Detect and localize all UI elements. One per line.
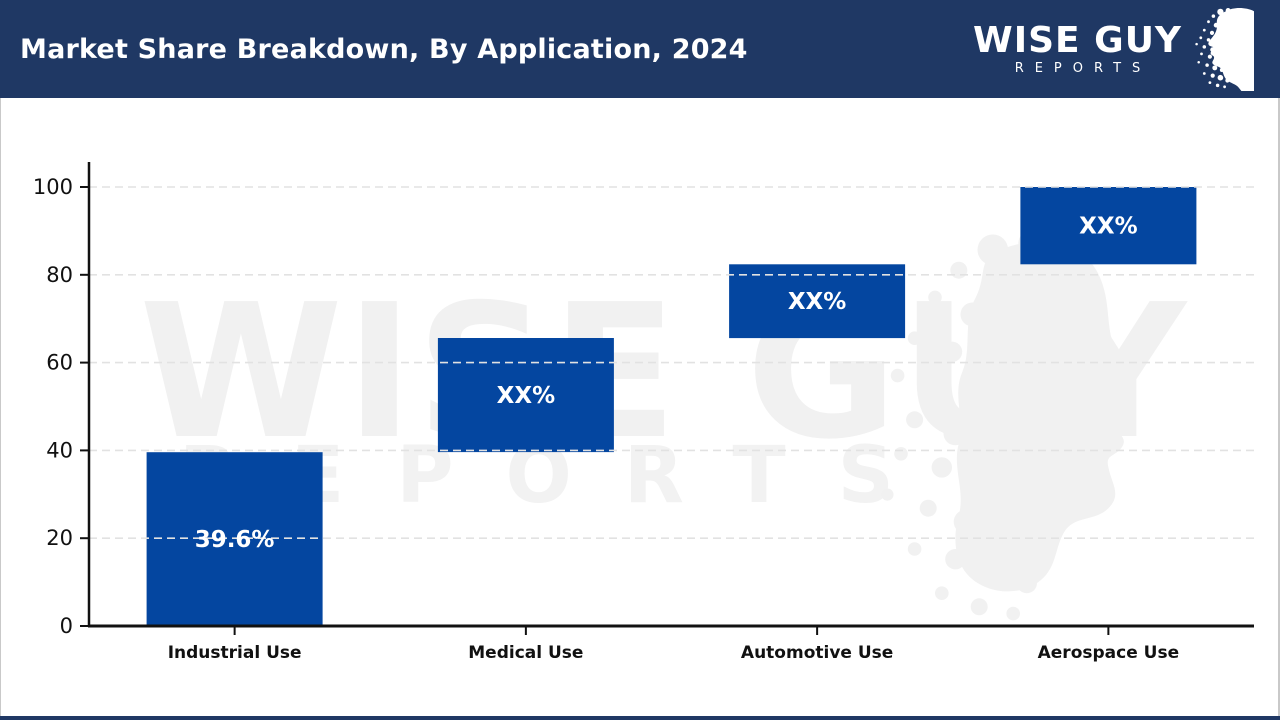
footer-accent-bar bbox=[0, 716, 1280, 720]
x-tick-label: Automotive Use bbox=[741, 643, 893, 663]
y-tick-label: 80 bbox=[46, 263, 73, 287]
bar-value-label: XX% bbox=[1079, 214, 1138, 240]
x-tick-label: Medical Use bbox=[468, 643, 583, 663]
y-tick-label: 60 bbox=[46, 351, 73, 375]
bar-aerospace-use bbox=[1020, 187, 1197, 265]
bar-automotive-use bbox=[729, 264, 906, 339]
bar-value-label: XX% bbox=[788, 289, 847, 315]
waterfall-chart: WISE GUY REPORTS 39.6% XX% XX% XX% 0 20 40 60 8… bbox=[33, 162, 1254, 663]
logo-text: WISE GUY REPORTS bbox=[972, 20, 1182, 76]
wise-guy-reports-logo: WISE GUY REPORTS bbox=[973, 7, 1254, 91]
bar-value-label: XX% bbox=[497, 383, 556, 409]
y-tick-label: 20 bbox=[46, 526, 73, 550]
chart-area: WISE GUY REPORTS 39.6% XX% XX% XX% 0 20 40 60 8… bbox=[0, 98, 1280, 716]
logo-subtext: REPORTS bbox=[1014, 61, 1152, 76]
x-tick-label: Industrial Use bbox=[168, 643, 302, 663]
bar-medical-use bbox=[437, 338, 614, 453]
x-tick-label: Aerospace Use bbox=[1038, 643, 1180, 663]
logo-head-icon bbox=[1184, 7, 1254, 91]
y-tick-label: 100 bbox=[33, 175, 73, 199]
watermark: WISE GUY REPORTS bbox=[139, 231, 1186, 620]
page-title: Market Share Breakdown, By Application, … bbox=[20, 33, 748, 65]
y-tick-label: 0 bbox=[60, 614, 73, 638]
bar-industrial-use bbox=[146, 452, 323, 626]
bar-value-label: 39.6% bbox=[195, 527, 275, 553]
header-bar: Market Share Breakdown, By Application, … bbox=[0, 0, 1280, 98]
logo-wordmark: WISE GUY bbox=[972, 20, 1182, 61]
y-tick-label: 40 bbox=[46, 438, 73, 462]
